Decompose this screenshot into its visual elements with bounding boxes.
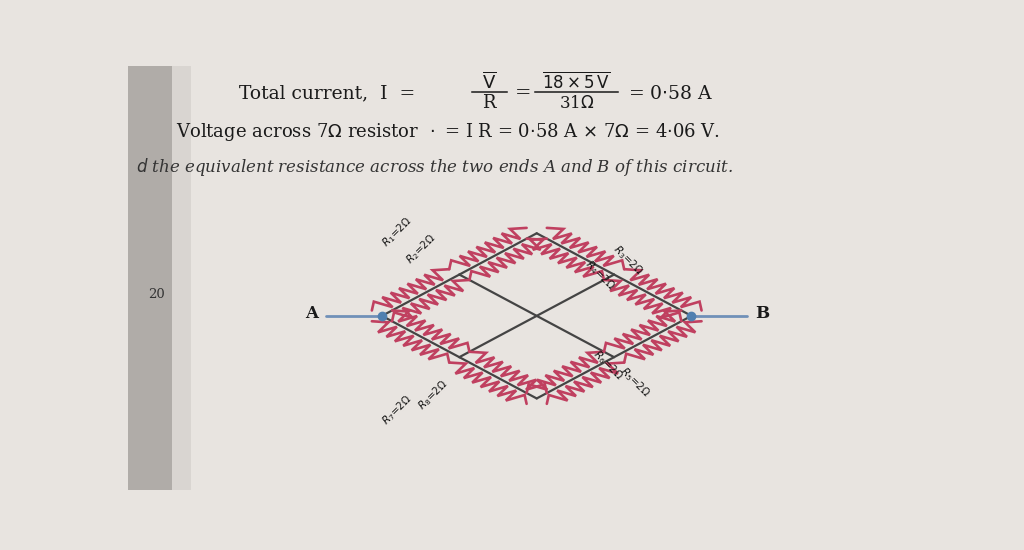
Text: Total current,  I  =: Total current, I =: [240, 85, 416, 102]
Text: $\overline{\mathrm{18\times 5\,V}}$: $\overline{\mathrm{18\times 5\,V}}$: [543, 71, 610, 92]
Text: A: A: [305, 305, 318, 322]
Text: $R_8$=2$\Omega$: $R_8$=2$\Omega$: [415, 377, 451, 414]
Text: $R_5$=2$\Omega$: $R_5$=2$\Omega$: [617, 364, 653, 400]
Text: $R_1$=2$\Omega$: $R_1$=2$\Omega$: [379, 214, 415, 250]
FancyBboxPatch shape: [128, 66, 172, 490]
Text: B: B: [755, 305, 769, 322]
Text: =: =: [514, 85, 531, 102]
Text: $d$ the equivalent resistance across the two ends A and B of this circuit.: $d$ the equivalent resistance across the…: [136, 156, 733, 178]
Text: Voltage across 7$\Omega$ resistor $\,\cdot$ = I R = 0$\cdot$58 A $\times$ 7$\Ome: Voltage across 7$\Omega$ resistor $\,\cd…: [176, 120, 720, 142]
Text: $R_7$=2$\Omega$: $R_7$=2$\Omega$: [379, 392, 415, 428]
Text: = 0$\cdot$58 A: = 0$\cdot$58 A: [628, 85, 713, 102]
Text: $R_6$=2$\Omega$: $R_6$=2$\Omega$: [590, 348, 626, 383]
Text: $\overline{\mathrm{V}}$: $\overline{\mathrm{V}}$: [482, 72, 497, 92]
Text: $R_4$=2$\Omega$: $R_4$=2$\Omega$: [582, 257, 617, 293]
Text: R: R: [482, 94, 496, 112]
FancyBboxPatch shape: [172, 66, 191, 490]
Text: $R_2$=2$\Omega$: $R_2$=2$\Omega$: [403, 231, 439, 267]
Text: 20: 20: [147, 288, 165, 301]
Text: $R_3$=2$\Omega$: $R_3$=2$\Omega$: [609, 242, 645, 278]
Text: 31$\Omega$: 31$\Omega$: [559, 95, 594, 112]
